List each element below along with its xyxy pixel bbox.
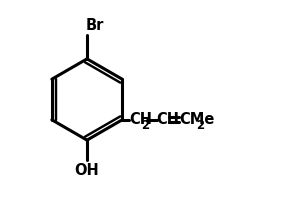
Text: CH: CH	[157, 112, 180, 127]
Text: 2: 2	[196, 119, 204, 132]
Text: 2: 2	[142, 119, 150, 132]
Text: CH: CH	[129, 112, 152, 127]
Text: Br: Br	[86, 18, 104, 32]
Text: CMe: CMe	[179, 112, 215, 127]
Text: OH: OH	[75, 163, 99, 178]
